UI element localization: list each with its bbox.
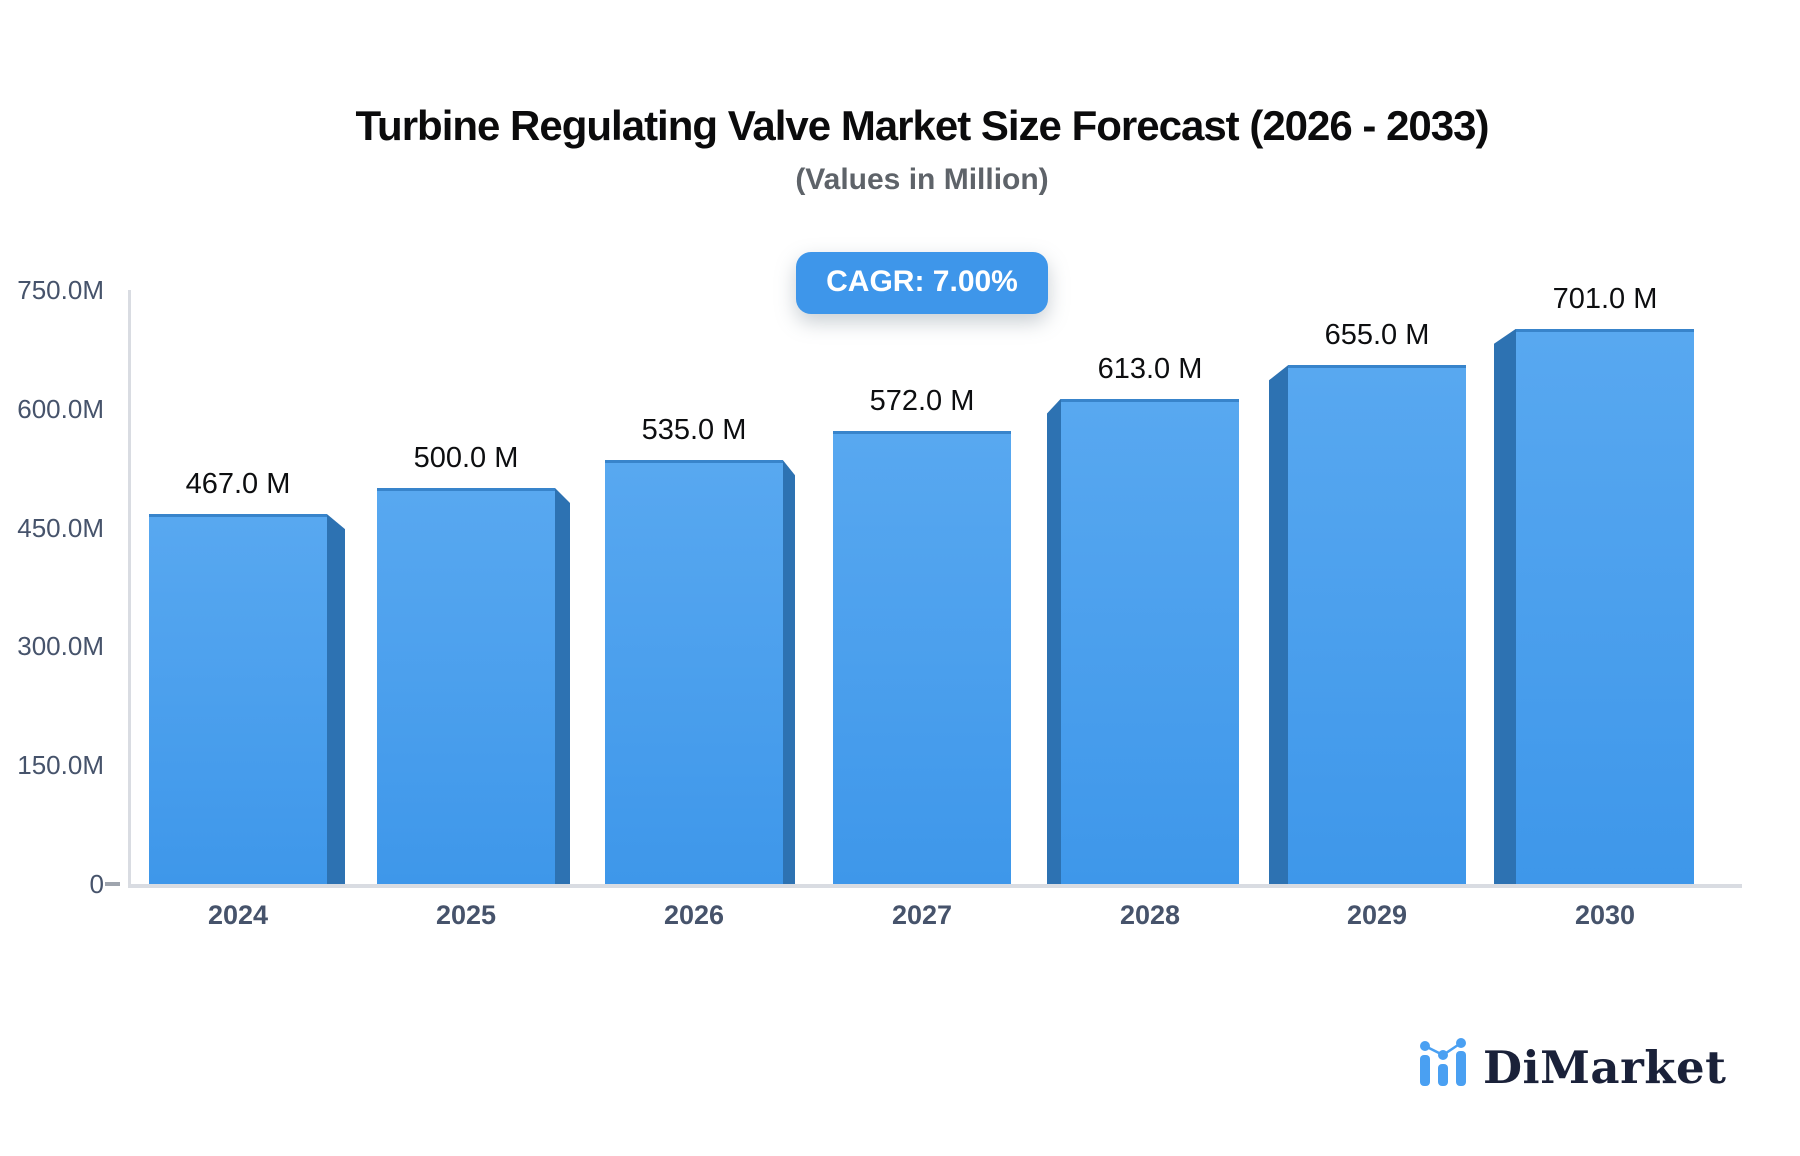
bar-value-label: 613.0 M xyxy=(1097,352,1203,385)
y-axis-label: 450.0M xyxy=(17,512,104,543)
y-axis-line xyxy=(128,290,131,884)
cagr-badge-row: CAGR: 7.00% xyxy=(22,252,1800,314)
dimarket-logo-text: DiMarket xyxy=(1483,1041,1727,1094)
page-title: Turbine Regulating Valve Market Size For… xyxy=(355,102,1490,149)
x-axis-label: 2030 xyxy=(1574,900,1636,930)
x-axis-label: 2027 xyxy=(891,900,953,930)
mini-bar-chart-icon-shape xyxy=(1420,1055,1430,1086)
bar-value-label: 701.0 M xyxy=(1552,282,1658,315)
y-axis-label: 600.0M xyxy=(17,393,104,424)
x-axis-label: 2025 xyxy=(435,900,497,930)
x-axis-label: 2028 xyxy=(1119,900,1181,930)
mini-bar-chart-icon-shape xyxy=(1438,1064,1448,1086)
dimarket-logo: DiMarket xyxy=(1418,1038,1726,1093)
bar-2028 xyxy=(1061,398,1239,884)
x-axis-label: 2029 xyxy=(1346,900,1408,930)
y-axis-label: 300.0M xyxy=(17,631,104,662)
bar-2027 xyxy=(833,430,1011,884)
y-axis-label: 750.0M xyxy=(17,275,104,305)
bar-2024 xyxy=(149,514,327,884)
bar-2026 xyxy=(605,460,783,884)
mini-bar-chart-icon-shape xyxy=(1456,1038,1466,1048)
bar-side-face xyxy=(1269,365,1288,884)
mini-bar-chart-icon xyxy=(1418,1038,1470,1093)
bar-2029 xyxy=(1288,365,1466,884)
mini-bar-chart-icon-shape xyxy=(1438,1050,1448,1060)
bar-value-label: 467.0 M xyxy=(185,468,291,501)
bar-2030 xyxy=(1516,328,1694,884)
y-axis-label: 150.0M xyxy=(17,750,104,781)
bar-value-label: 500.0 M xyxy=(413,442,519,474)
y-axis-label: 0 xyxy=(89,869,104,899)
bar-value-label: 535.0 M xyxy=(641,414,747,447)
bar-side-face xyxy=(1494,328,1516,884)
x-axis-line xyxy=(128,884,1742,888)
cagr-badge: CAGR: 7.00% xyxy=(796,252,1048,314)
x-axis-label: 2026 xyxy=(663,900,725,930)
bar-side-face xyxy=(1047,398,1061,884)
bar-side-face xyxy=(783,460,795,884)
x-axis-label: 2024 xyxy=(207,900,269,930)
bar-2025 xyxy=(377,488,555,884)
bar-side-face xyxy=(327,514,345,884)
bar-value-label: 655.0 M xyxy=(1324,319,1430,352)
bar-side-face xyxy=(555,488,570,884)
zero-tick-mark xyxy=(105,882,120,886)
mini-bar-chart-icon-shape xyxy=(1420,1041,1430,1051)
mini-bar-chart-icon-shape xyxy=(1456,1051,1466,1086)
chart-subtitle: (Values in Million) xyxy=(795,163,1049,196)
bar-value-label: 572.0 M xyxy=(869,384,975,417)
